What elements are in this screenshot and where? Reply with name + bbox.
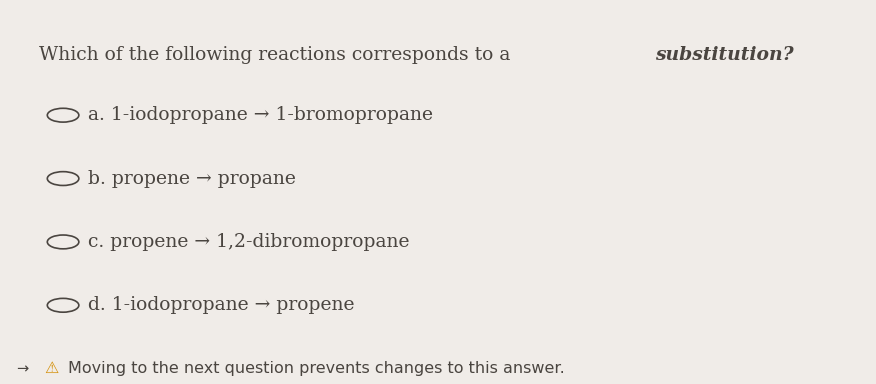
Text: a. 1-iodopropane → 1-bromopropane: a. 1-iodopropane → 1-bromopropane: [88, 106, 433, 124]
Text: →: →: [16, 361, 28, 376]
Text: Which of the following reactions corresponds to a: Which of the following reactions corresp…: [39, 46, 517, 64]
Text: substitution?: substitution?: [655, 46, 794, 64]
Text: b. propene → propane: b. propene → propane: [88, 170, 295, 187]
Text: c. propene → 1,2-dibromopropane: c. propene → 1,2-dibromopropane: [88, 233, 409, 251]
Text: d. 1-iodopropane → propene: d. 1-iodopropane → propene: [88, 296, 354, 314]
Text: ⚠: ⚠: [44, 361, 58, 376]
Text: Moving to the next question prevents changes to this answer.: Moving to the next question prevents cha…: [68, 361, 565, 376]
